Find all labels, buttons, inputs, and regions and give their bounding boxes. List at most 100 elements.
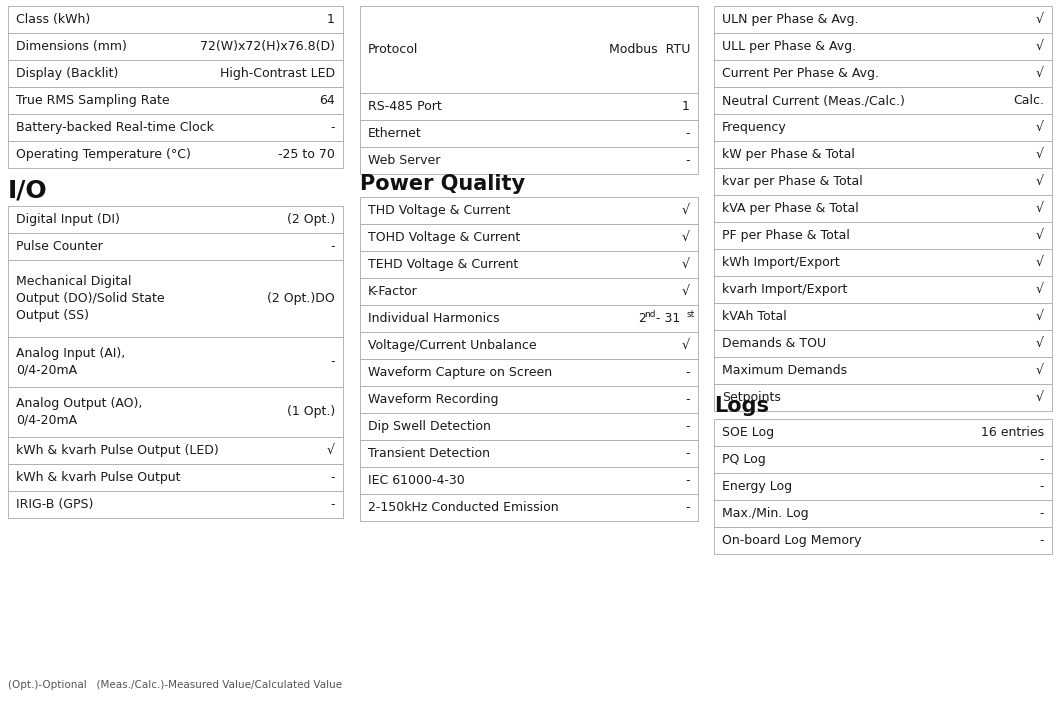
Text: TEHD Voltage & Current: TEHD Voltage & Current	[368, 258, 518, 271]
Text: ULN per Phase & Avg.: ULN per Phase & Avg.	[722, 13, 859, 26]
Bar	[360, 440, 697, 467]
Text: Dimensions (mm): Dimensions (mm)	[16, 40, 127, 53]
Text: Waveform Capture on Screen: Waveform Capture on Screen	[368, 366, 552, 379]
Bar	[8, 6, 343, 33]
Text: 64: 64	[319, 94, 335, 107]
Text: Web Server: Web Server	[368, 154, 440, 167]
Bar	[714, 168, 1052, 195]
Text: √: √	[1036, 310, 1044, 323]
Bar	[714, 87, 1052, 114]
Text: -: -	[331, 240, 335, 253]
Bar	[360, 386, 697, 413]
Bar	[714, 303, 1052, 330]
Text: Maximum Demands: Maximum Demands	[722, 364, 847, 377]
Text: -: -	[331, 471, 335, 484]
Text: Frequency: Frequency	[722, 121, 787, 134]
Text: -: -	[686, 393, 690, 406]
Bar	[360, 147, 697, 174]
Text: kWh & kvarh Pulse Output: kWh & kvarh Pulse Output	[16, 471, 180, 484]
Text: √: √	[1036, 202, 1044, 215]
Text: -: -	[686, 366, 690, 379]
Bar	[360, 93, 697, 120]
Bar	[8, 60, 343, 87]
Text: √: √	[1036, 229, 1044, 242]
Text: 2-150kHz Conducted Emission: 2-150kHz Conducted Emission	[368, 501, 559, 514]
Bar	[714, 60, 1052, 87]
Text: Modbus  RTU: Modbus RTU	[608, 43, 690, 56]
Bar	[8, 141, 343, 168]
Text: General: General	[8, 0, 100, 3]
Text: kWh & kvarh Pulse Output (LED): kWh & kvarh Pulse Output (LED)	[16, 444, 218, 457]
Text: PQ Log: PQ Log	[722, 453, 765, 466]
Text: I/O: I/O	[8, 179, 48, 203]
Text: Transient Detection: Transient Detection	[368, 447, 490, 460]
Text: -: -	[1040, 534, 1044, 547]
Bar	[8, 33, 343, 60]
Text: kW per Phase & Total: kW per Phase & Total	[722, 148, 854, 161]
Text: Display (Backlit): Display (Backlit)	[16, 67, 119, 80]
Bar	[360, 413, 697, 440]
Bar	[714, 249, 1052, 276]
Bar	[8, 233, 343, 260]
Text: -: -	[1040, 507, 1044, 520]
Text: √: √	[682, 231, 690, 244]
Bar	[714, 330, 1052, 357]
Text: ULL per Phase & Avg.: ULL per Phase & Avg.	[722, 40, 856, 53]
Text: st: st	[687, 310, 695, 319]
Bar	[360, 359, 697, 386]
Text: RS-485 Port: RS-485 Port	[368, 100, 442, 113]
Text: Mechanical Digital
Output (DO)/Solid State
Output (SS): Mechanical Digital Output (DO)/Solid Sta…	[16, 275, 164, 322]
Bar	[8, 491, 343, 518]
Text: Operating Temperature (°C): Operating Temperature (°C)	[16, 148, 191, 161]
Bar	[8, 87, 343, 114]
Bar	[8, 387, 343, 437]
Text: Setpoints: Setpoints	[722, 391, 781, 404]
Text: Max./Min. Log: Max./Min. Log	[722, 507, 809, 520]
Text: √: √	[682, 285, 690, 298]
Text: √: √	[1036, 391, 1044, 404]
Text: √: √	[682, 204, 690, 217]
Bar	[360, 305, 697, 332]
Text: √: √	[1036, 148, 1044, 161]
Text: THD Voltage & Current: THD Voltage & Current	[368, 204, 510, 217]
Text: kVAh Total: kVAh Total	[722, 310, 787, 323]
Bar	[714, 500, 1052, 527]
Text: -: -	[331, 498, 335, 511]
Text: 2: 2	[638, 312, 646, 325]
Text: √: √	[682, 258, 690, 271]
Bar	[360, 494, 697, 521]
Bar	[714, 114, 1052, 141]
Text: √: √	[1036, 13, 1044, 26]
Bar	[360, 278, 697, 305]
Bar	[714, 195, 1052, 222]
Bar	[8, 206, 343, 233]
Bar	[8, 464, 343, 491]
Text: Calc.: Calc.	[1013, 94, 1044, 107]
Text: On-board Log Memory: On-board Log Memory	[722, 534, 862, 547]
Bar	[360, 224, 697, 251]
Bar	[360, 6, 697, 93]
Text: Protocol: Protocol	[368, 43, 419, 56]
Text: Current Per Phase & Avg.: Current Per Phase & Avg.	[722, 67, 879, 80]
Text: Logs: Logs	[714, 396, 768, 416]
Text: Communications: Communications	[360, 0, 555, 3]
Text: -: -	[1040, 453, 1044, 466]
Text: -: -	[686, 447, 690, 460]
Text: √: √	[326, 444, 335, 457]
Text: IEC 61000-4-30: IEC 61000-4-30	[368, 474, 464, 487]
Bar	[8, 114, 343, 141]
Bar	[714, 276, 1052, 303]
Text: True RMS Sampling Rate: True RMS Sampling Rate	[16, 94, 170, 107]
Text: TOHD Voltage & Current: TOHD Voltage & Current	[368, 231, 520, 244]
Bar	[714, 141, 1052, 168]
Text: -: -	[686, 474, 690, 487]
Text: -: -	[331, 356, 335, 368]
Text: √: √	[1036, 364, 1044, 377]
Text: 72(W)x72(H)x76.8(D): 72(W)x72(H)x76.8(D)	[200, 40, 335, 53]
Text: √: √	[1036, 67, 1044, 80]
Text: - 31: - 31	[652, 312, 681, 325]
Text: -: -	[1040, 480, 1044, 493]
Bar	[360, 120, 697, 147]
Text: PF per Phase & Total: PF per Phase & Total	[722, 229, 850, 242]
Text: Individual Harmonics: Individual Harmonics	[368, 312, 499, 325]
